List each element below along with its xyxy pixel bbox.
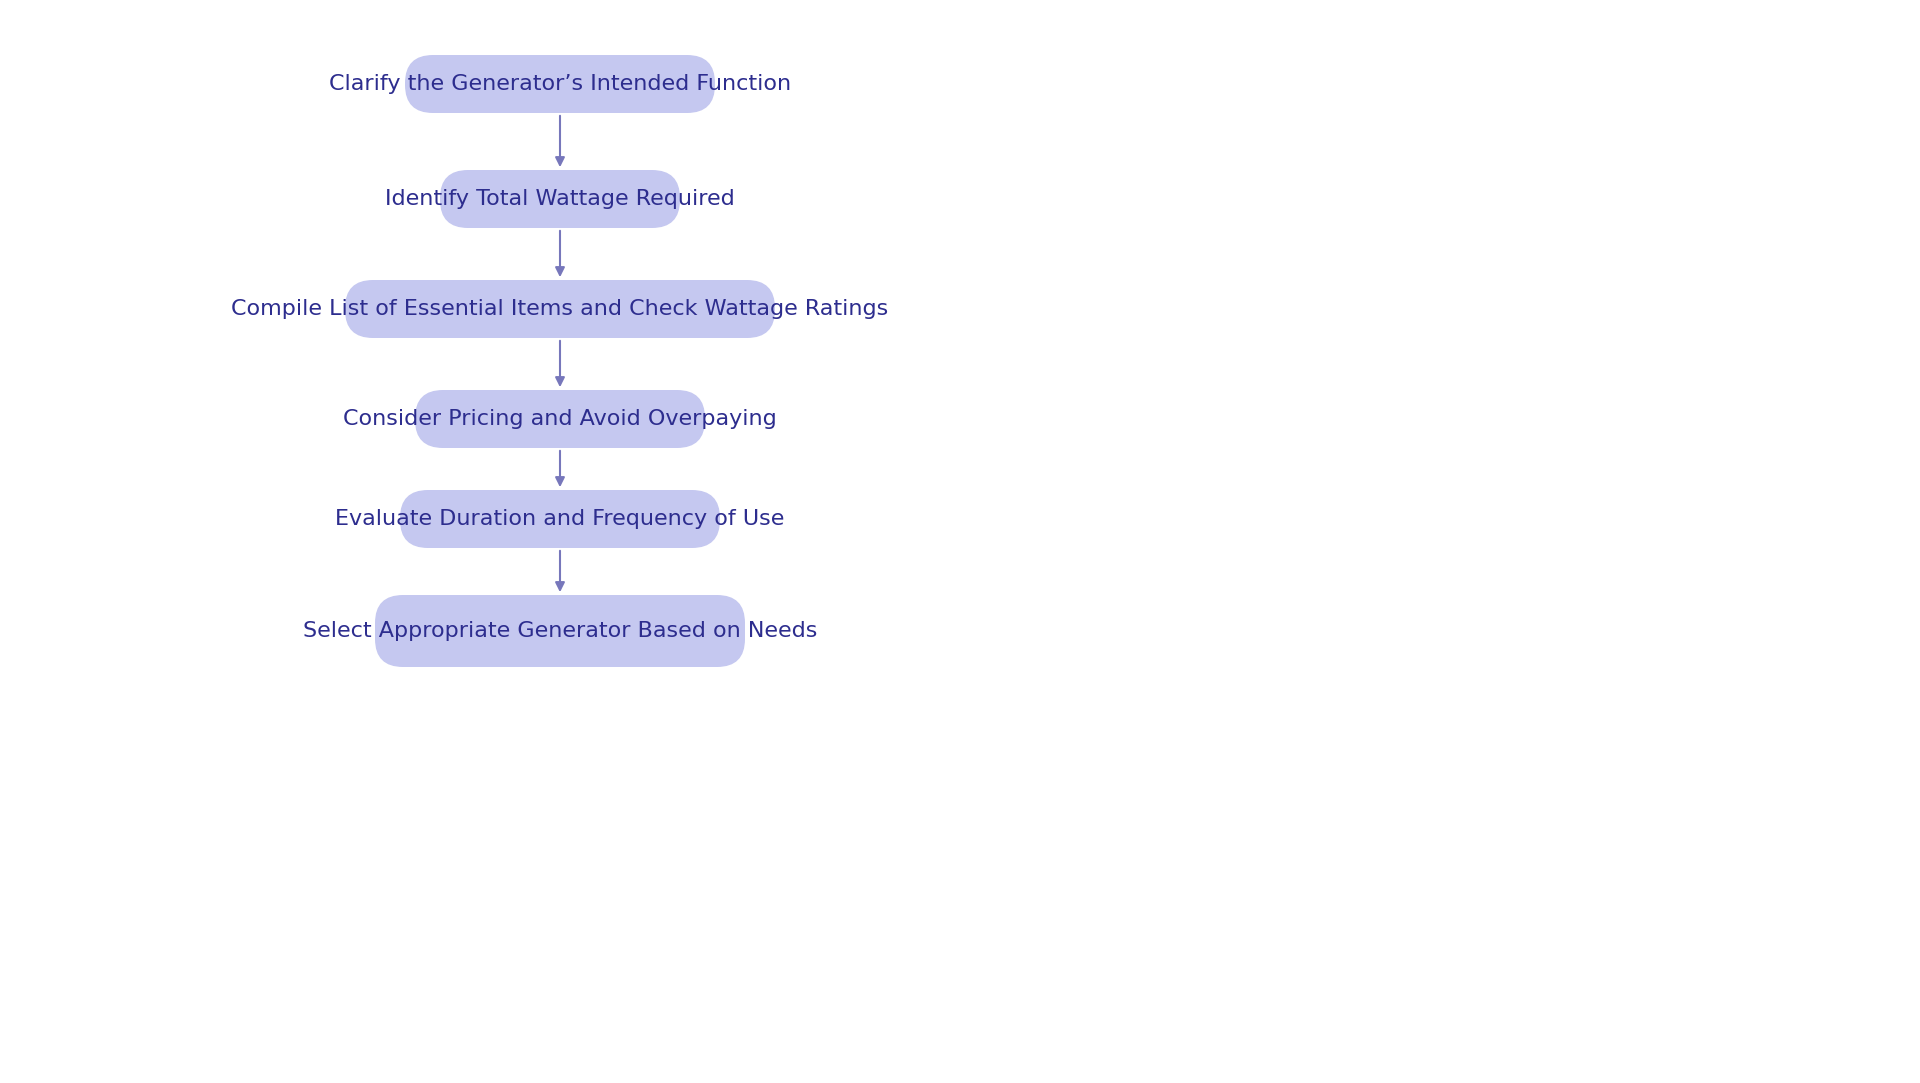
FancyBboxPatch shape <box>415 390 705 448</box>
FancyBboxPatch shape <box>374 595 745 667</box>
Text: Clarify the Generator’s Intended Function: Clarify the Generator’s Intended Functio… <box>328 74 791 94</box>
Text: Compile List of Essential Items and Check Wattage Ratings: Compile List of Essential Items and Chec… <box>232 299 889 319</box>
Text: Consider Pricing and Avoid Overpaying: Consider Pricing and Avoid Overpaying <box>344 409 778 429</box>
Text: Select Appropriate Generator Based on Needs: Select Appropriate Generator Based on Ne… <box>303 621 818 641</box>
FancyBboxPatch shape <box>346 280 776 338</box>
FancyBboxPatch shape <box>399 490 720 548</box>
Text: Evaluate Duration and Frequency of Use: Evaluate Duration and Frequency of Use <box>336 509 785 529</box>
Text: Identify Total Wattage Required: Identify Total Wattage Required <box>386 190 735 209</box>
FancyBboxPatch shape <box>440 170 680 229</box>
FancyBboxPatch shape <box>405 55 714 113</box>
